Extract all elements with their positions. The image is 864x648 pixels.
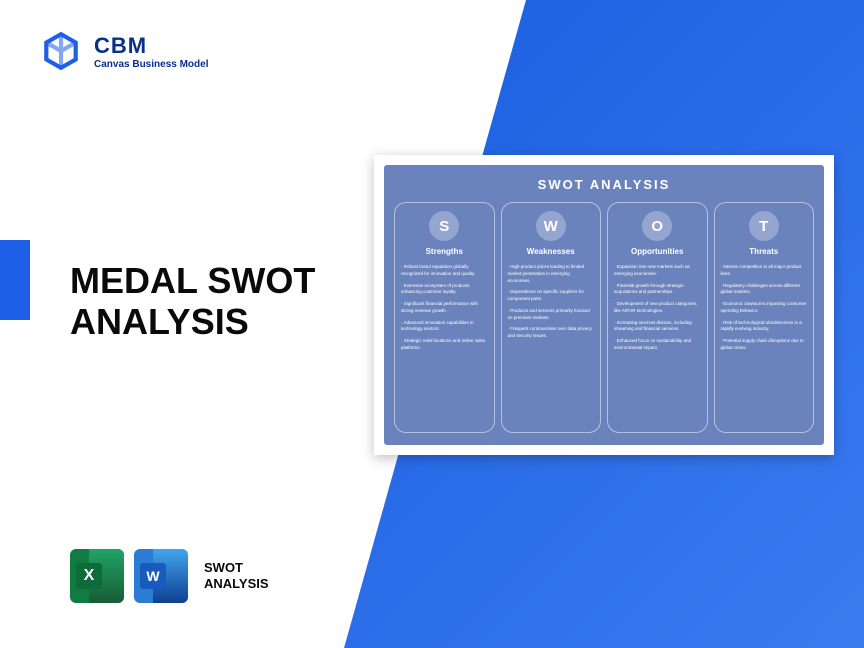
logo-title: CBM	[94, 33, 208, 59]
swot-item: · Increasing services division, includin…	[614, 320, 701, 334]
accent-tab	[0, 240, 30, 320]
page-title: MEDAL SWOT ANALYSIS	[70, 260, 315, 343]
swot-item: · High product prices leading to limited…	[508, 264, 595, 284]
swot-column-title: Threats	[749, 247, 778, 256]
logo: CBM Canvas Business Model	[40, 30, 208, 72]
swot-item: · Intense competition in all major produ…	[721, 264, 808, 278]
swot-item: · Potential growth through strategic acq…	[614, 283, 701, 297]
swot-item: · Products and services primarily focuse…	[508, 308, 595, 322]
swot-items: · Robust brand reputation globally recog…	[401, 264, 488, 357]
swot-title: SWOT ANALYSIS	[394, 177, 814, 192]
swot-columns: S Strengths · Robust brand reputation glob…	[394, 202, 814, 433]
swot-inner: SWOT ANALYSIS S Strengths · Robust brand r…	[384, 165, 824, 445]
excel-icon: X	[70, 549, 124, 603]
swot-item: · Frequent controversies over data priva…	[508, 326, 595, 340]
swot-letter: W	[536, 211, 566, 241]
swot-items: · High product prices leading to limited…	[508, 264, 595, 345]
swot-column: S Strengths · Robust brand reputation glob…	[394, 202, 495, 433]
word-icon: W	[134, 549, 188, 603]
swot-column-title: Opportunities	[631, 247, 683, 256]
swot-preview-card: SWOT ANALYSIS S Strengths · Robust brand r…	[374, 155, 834, 455]
swot-item: · Significant financial performance with…	[401, 301, 488, 315]
file-icons-row: X W SWOT ANALYSIS	[70, 549, 269, 603]
swot-item: · Economic downturns impacting consumer …	[721, 301, 808, 315]
logo-icon	[40, 30, 82, 72]
swot-letter: O	[642, 211, 672, 241]
swot-item: · Extensive ecosystem of products enhanc…	[401, 283, 488, 297]
swot-column: W Weaknesses · High product prices leading…	[501, 202, 602, 433]
swot-item: · Potential supply chain disruptions due…	[721, 338, 808, 352]
swot-item: · Enhanced focus on sustainability and e…	[614, 338, 701, 352]
swot-item: · Development of new product categories,…	[614, 301, 701, 315]
swot-item: · Expansion into new markets such as eme…	[614, 264, 701, 278]
swot-item: · Risk of technological obsolescence in …	[721, 320, 808, 334]
swot-item: · Dependence on specific suppliers for c…	[508, 289, 595, 303]
swot-column: O Opportunities · Expansion into new marke…	[607, 202, 708, 433]
swot-items: · Expansion into new markets such as eme…	[614, 264, 701, 357]
swot-column-title: Weaknesses	[527, 247, 575, 256]
swot-item: · Advanced innovation capabilities in te…	[401, 320, 488, 334]
swot-column: T Threats · Intense competition in all maj…	[714, 202, 815, 433]
title-line-2: ANALYSIS	[70, 301, 315, 342]
bottom-label: SWOT ANALYSIS	[204, 560, 269, 591]
swot-item: · Strategic retail locations and online …	[401, 338, 488, 352]
swot-letter: T	[749, 211, 779, 241]
swot-item: · Robust brand reputation globally recog…	[401, 264, 488, 278]
swot-column-title: Strengths	[426, 247, 463, 256]
swot-item: · Regulatory challenges across different…	[721, 283, 808, 297]
logo-subtitle: Canvas Business Model	[94, 59, 208, 70]
swot-items: · Intense competition in all major produ…	[721, 264, 808, 357]
title-line-1: MEDAL SWOT	[70, 260, 315, 301]
swot-letter: S	[429, 211, 459, 241]
